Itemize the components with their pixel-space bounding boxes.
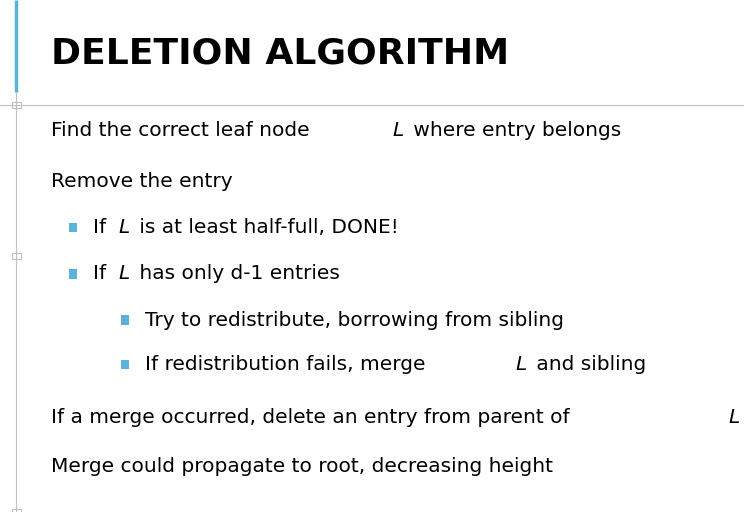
Text: Find the correct leaf node: Find the correct leaf node [51, 121, 315, 140]
Text: Try to redistribute, borrowing from sibling: Try to redistribute, borrowing from sibl… [145, 310, 564, 330]
Bar [121, 360, 129, 369]
Text: L: L [728, 408, 740, 427]
Bar [69, 223, 77, 232]
Text: has only d-1 entries: has only d-1 entries [132, 264, 339, 284]
Text: If redistribution fails, merge: If redistribution fails, merge [145, 355, 432, 374]
Text: L: L [516, 355, 527, 374]
Text: Merge could propagate to root, decreasing height: Merge could propagate to root, decreasin… [51, 457, 553, 477]
Bar [69, 269, 77, 279]
Text: L: L [393, 121, 404, 140]
Text: L: L [118, 264, 129, 284]
Text: and sibling: and sibling [530, 355, 646, 374]
Text: L: L [118, 218, 129, 238]
Text: If: If [93, 218, 112, 238]
Text: is at least half-full, DONE!: is at least half-full, DONE! [132, 218, 399, 238]
Bar [12, 509, 21, 512]
Bar [121, 315, 129, 325]
Bar [12, 253, 21, 259]
Text: If a merge occurred, delete an entry from parent of: If a merge occurred, delete an entry fro… [51, 408, 576, 427]
Text: If: If [93, 264, 112, 284]
Bar [12, 102, 21, 108]
Text: where entry belongs: where entry belongs [407, 121, 621, 140]
Text: DELETION ALGORITHM: DELETION ALGORITHM [51, 37, 509, 71]
Text: Remove the entry: Remove the entry [51, 172, 232, 191]
